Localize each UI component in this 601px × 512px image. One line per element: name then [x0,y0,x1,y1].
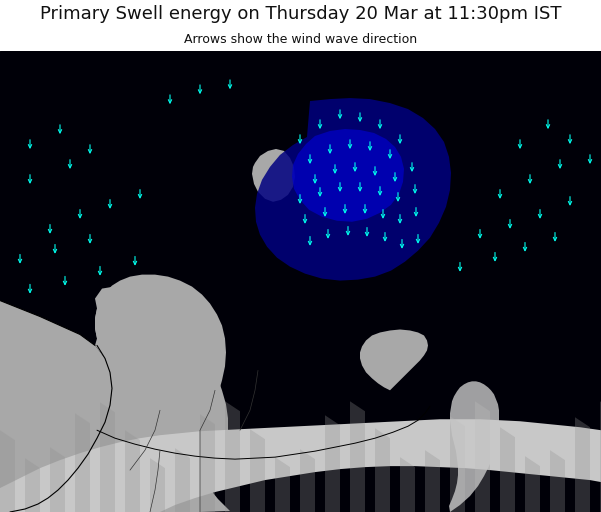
Polygon shape [600,401,601,512]
Polygon shape [75,413,90,512]
Polygon shape [360,330,428,390]
Polygon shape [325,415,340,512]
Polygon shape [175,448,190,512]
Polygon shape [300,449,315,512]
Polygon shape [25,458,40,512]
Polygon shape [475,401,490,512]
Polygon shape [292,129,404,222]
Polygon shape [550,450,565,512]
Polygon shape [225,401,240,512]
Polygon shape [425,450,440,512]
Polygon shape [125,430,140,512]
Polygon shape [449,381,499,512]
Polygon shape [575,417,590,512]
Polygon shape [0,430,15,512]
Polygon shape [150,458,165,512]
Polygon shape [500,427,515,512]
Polygon shape [0,419,601,512]
Polygon shape [252,149,295,202]
Polygon shape [100,402,115,512]
Polygon shape [250,429,265,512]
Polygon shape [0,301,112,512]
Polygon shape [450,416,465,512]
Polygon shape [525,456,540,512]
Polygon shape [350,401,365,512]
Polygon shape [375,428,390,512]
Polygon shape [50,447,65,512]
Polygon shape [255,98,451,281]
Polygon shape [88,286,228,473]
Text: Arrows show the wind wave direction: Arrows show the wind wave direction [184,33,417,47]
Polygon shape [275,457,290,512]
Polygon shape [400,457,415,512]
Polygon shape [200,414,215,512]
Text: Primary Swell energy on Thursday 20 Mar at 11:30pm IST: Primary Swell energy on Thursday 20 Mar … [40,5,561,24]
Polygon shape [95,274,230,512]
